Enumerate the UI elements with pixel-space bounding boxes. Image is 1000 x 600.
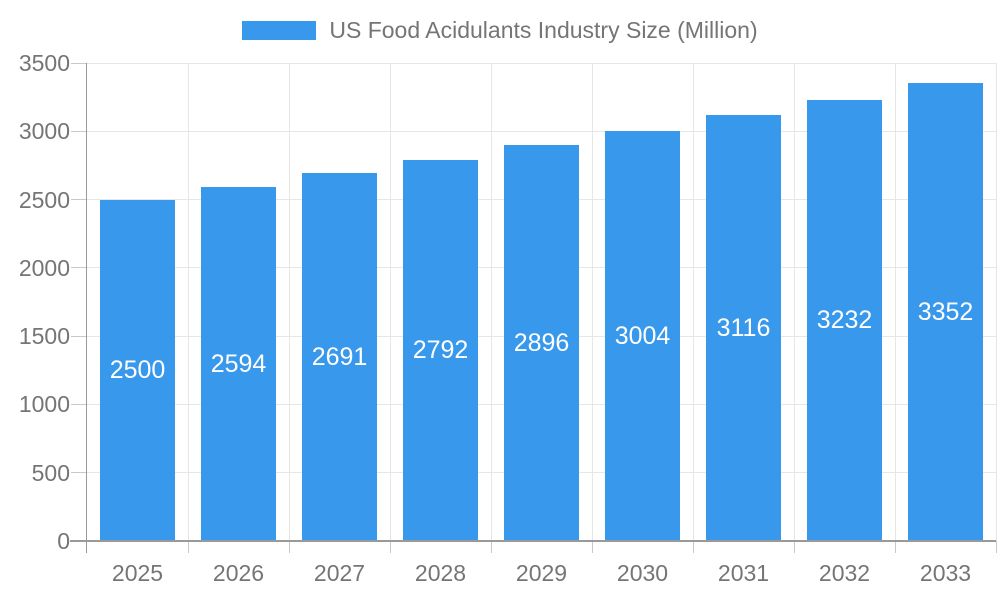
legend-swatch bbox=[242, 20, 317, 40]
x-tick-mark bbox=[389, 541, 391, 553]
x-tick-mark bbox=[995, 541, 997, 553]
bar-value-label: 3352 bbox=[917, 298, 974, 327]
gridline-vertical bbox=[793, 63, 795, 541]
y-tick-mark bbox=[71, 130, 87, 132]
bar-value-label: 2792 bbox=[412, 336, 469, 365]
bar[interactable] bbox=[605, 130, 680, 541]
x-tick-label: 2033 bbox=[919, 560, 972, 586]
y-tick-mark bbox=[71, 199, 87, 201]
bar-value-label: 2594 bbox=[210, 349, 267, 378]
legend-series-label: US Food Acidulants Industry Size (Millio… bbox=[329, 16, 758, 43]
y-tick-mark bbox=[71, 472, 87, 474]
x-tick-label: 2027 bbox=[313, 560, 366, 586]
y-tick-mark bbox=[71, 267, 87, 269]
bar[interactable] bbox=[908, 83, 983, 541]
x-tick-mark bbox=[591, 541, 593, 553]
bar[interactable] bbox=[706, 115, 781, 541]
y-tick-mark bbox=[71, 335, 87, 337]
bar[interactable] bbox=[504, 145, 579, 541]
x-tick-mark bbox=[490, 541, 492, 553]
bar[interactable] bbox=[302, 173, 377, 541]
gridline-horizontal bbox=[87, 62, 996, 64]
bar-value-label: 3004 bbox=[614, 321, 671, 350]
gridline-vertical bbox=[490, 63, 492, 541]
x-tick-label: 2032 bbox=[818, 560, 871, 586]
x-tick-label: 2026 bbox=[212, 560, 265, 586]
y-axis-line bbox=[85, 63, 87, 553]
y-tick-mark bbox=[71, 403, 87, 405]
y-tick-label: 3500 bbox=[18, 50, 70, 76]
legend[interactable]: US Food Acidulants Industry Size (Millio… bbox=[0, 14, 1000, 46]
y-tick-label: 3000 bbox=[18, 118, 70, 145]
x-tick-label: 2031 bbox=[717, 560, 770, 586]
bar-value-label: 3232 bbox=[816, 306, 873, 335]
x-tick-mark bbox=[793, 541, 795, 553]
x-tick-mark bbox=[692, 541, 694, 553]
x-tick-mark bbox=[187, 541, 189, 553]
x-tick-label: 2030 bbox=[616, 560, 669, 586]
bar-value-label: 2500 bbox=[109, 356, 166, 385]
y-tick-label: 500 bbox=[31, 459, 70, 486]
y-tick-mark bbox=[71, 62, 87, 64]
bar-value-label: 3116 bbox=[716, 314, 771, 343]
y-tick-label: 1000 bbox=[18, 391, 70, 418]
gridline-vertical bbox=[288, 63, 290, 541]
bar[interactable] bbox=[807, 99, 882, 541]
gridline-vertical bbox=[995, 63, 997, 541]
gridline-vertical bbox=[692, 63, 694, 541]
bar-value-label: 2896 bbox=[513, 329, 570, 358]
x-tick-label: 2025 bbox=[111, 560, 164, 586]
bar[interactable] bbox=[201, 186, 276, 541]
y-tick-label: 2000 bbox=[18, 254, 70, 281]
x-tick-mark bbox=[288, 541, 290, 553]
bar[interactable] bbox=[403, 159, 478, 541]
y-tick-label: 1500 bbox=[18, 323, 70, 350]
x-tick-label: 2028 bbox=[414, 560, 467, 586]
gridline-horizontal bbox=[87, 130, 996, 132]
gridline-vertical bbox=[187, 63, 189, 541]
y-tick-label: 0 bbox=[57, 528, 70, 554]
bar-value-label: 2691 bbox=[311, 343, 368, 372]
x-tick-mark bbox=[894, 541, 896, 553]
gridline-vertical bbox=[389, 63, 391, 541]
x-tick-label: 2029 bbox=[515, 560, 568, 586]
x-axis-line bbox=[70, 540, 996, 542]
gridline-vertical bbox=[591, 63, 593, 541]
gridline-vertical bbox=[894, 63, 896, 541]
bar[interactable] bbox=[100, 199, 175, 541]
y-tick-label: 2500 bbox=[18, 186, 70, 213]
